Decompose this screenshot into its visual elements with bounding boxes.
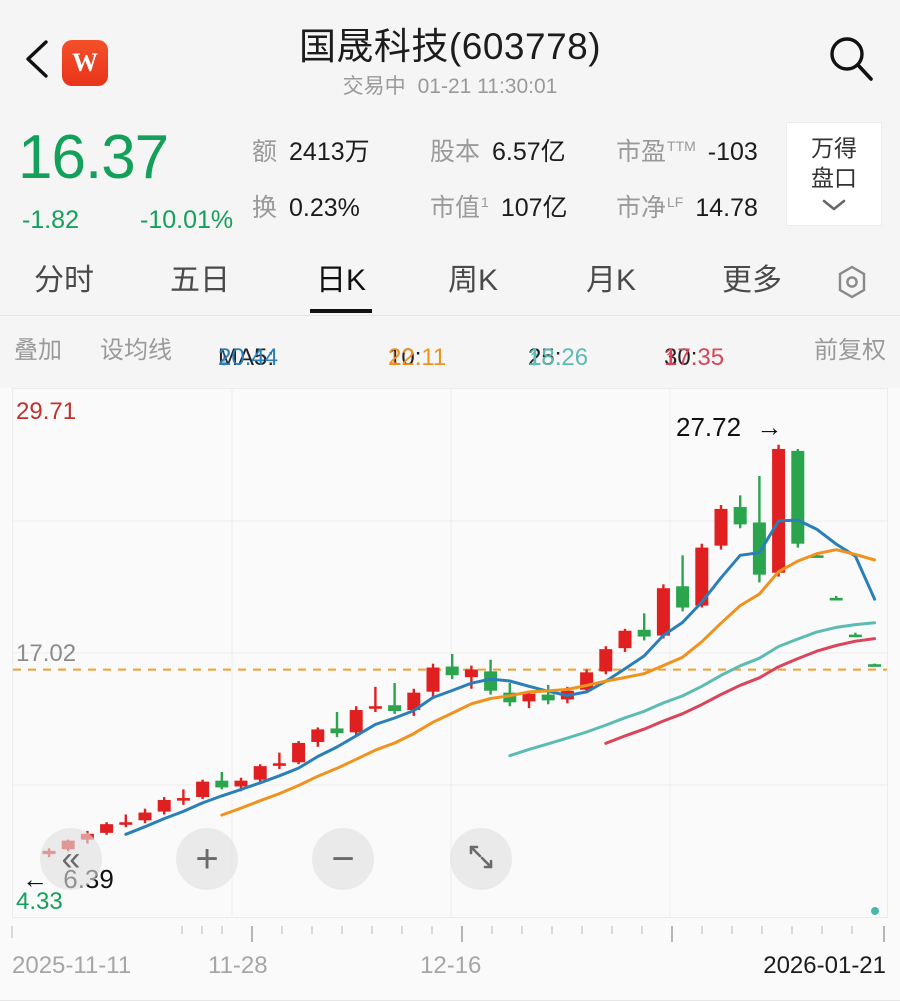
stats-row-1: 额 2413万 股本 6.57亿 市盈 TTM -103	[252, 132, 772, 188]
stat-value: 107亿	[500, 194, 568, 222]
search-icon[interactable]	[824, 32, 878, 86]
y-axis-label-low: 4.33	[16, 888, 63, 915]
period-high-value: 27.72	[676, 412, 742, 442]
chart-period-tabs: 分时 五日 日K 周K 月K 更多	[0, 245, 900, 316]
x-axis-label-3: 12-16	[420, 952, 482, 979]
wind-orderbook-label-2: 盘口	[811, 165, 857, 191]
stat-value: 14.78	[695, 194, 758, 222]
ma5-arrow: ↓	[218, 344, 230, 371]
ma25-arrow: ↑	[528, 344, 540, 371]
ma5-label: MA5:	[218, 344, 275, 371]
tab-more[interactable]: 更多	[722, 255, 782, 299]
adjust-mode-button[interactable]: 前复权	[814, 337, 886, 364]
minus-icon: −	[331, 837, 355, 881]
stat-share-capital: 股本 6.57亿	[430, 132, 616, 168]
back-icon[interactable]	[18, 36, 58, 82]
tab-zhouk[interactable]: 周K	[448, 255, 498, 299]
tab-active-underline	[310, 309, 372, 313]
stats-row-2: 换 0.23% 市值 1 107亿 市净 LF 14.78	[252, 188, 772, 244]
stat-market-cap: 市值 1 107亿	[430, 188, 616, 224]
overlay-button[interactable]: 叠加	[14, 337, 62, 364]
wind-logo: W	[62, 40, 108, 86]
wind-orderbook-button[interactable]: 万得 盘口	[786, 122, 882, 226]
kline-svg	[13, 389, 887, 917]
tab-label: 月K	[586, 264, 637, 297]
price-change-percent: -10.01%	[140, 206, 234, 234]
x-axis-label-end: 2026-01-21	[763, 952, 886, 979]
tab-label: 日K	[316, 264, 367, 297]
tab-label: 周K	[448, 264, 499, 297]
market-status: 交易中	[342, 75, 406, 98]
set-ma-button[interactable]: 设均线	[100, 337, 172, 364]
stat-superscript: TTM	[667, 138, 696, 154]
tab-label: 更多	[722, 264, 782, 297]
ma5-value: 20.44	[218, 344, 279, 371]
stat-pe-ttm: 市盈 TTM -103	[616, 132, 758, 168]
stat-label: 换	[252, 194, 278, 222]
tab-rik[interactable]: 日K	[310, 255, 372, 313]
chevron-down-icon	[820, 197, 848, 218]
app-header: W 国晟科技(603778) 交易中 01-21 11:30:01	[0, 0, 900, 110]
tab-label: 五日	[170, 264, 230, 297]
stat-value: 6.57亿	[492, 138, 566, 166]
ma10-label: 10:	[388, 344, 422, 371]
x-axis-label-2: 11-28	[208, 952, 268, 979]
expand-icon	[463, 839, 499, 880]
x-axis-label-start: 2025-11-11	[12, 952, 132, 979]
stat-superscript: 1	[481, 194, 489, 210]
x-axis-ticks	[11, 926, 885, 942]
tab-wuri[interactable]: 五日	[170, 255, 230, 299]
scroll-left-button[interactable]: «	[40, 828, 102, 890]
wind-orderbook-label-1: 万得	[811, 135, 857, 161]
stat-value: 2413万	[289, 138, 370, 166]
tab-yuek[interactable]: 月K	[586, 255, 636, 299]
zoom-in-button[interactable]: +	[176, 828, 238, 890]
fullscreen-button[interactable]	[450, 828, 512, 890]
kline-chart[interactable]: 29.71 17.02 4.33 27.72 → ← 6.39 « + −	[0, 388, 900, 1001]
gear-icon[interactable]	[832, 263, 872, 308]
tab-fenshi[interactable]: 分时	[34, 255, 94, 299]
ma30-value: 17.35	[664, 344, 725, 371]
price-change: -1.82	[22, 206, 79, 234]
y-axis-label-high: 29.71	[16, 398, 77, 425]
stat-label: 市盈	[616, 138, 667, 166]
market-status-line: 交易中 01-21 11:30:01	[0, 70, 900, 100]
x-axis: 2025-11-11 11-28 12-16 2026-01-21	[0, 922, 900, 989]
kline-plot-area[interactable]	[12, 388, 888, 918]
ma30-arrow: ↑	[664, 344, 676, 371]
zoom-out-button[interactable]: −	[312, 828, 374, 890]
arrow-right-icon: →	[756, 412, 783, 442]
ma25-label: 25:	[528, 344, 562, 371]
y-axis-label-mid: 17.02	[16, 640, 77, 667]
period-high-annotation: 27.72 →	[676, 412, 782, 443]
stat-pb-lf: 市净 LF 14.78	[616, 188, 758, 224]
indicator-toolbar: 叠加 设均线 MA5: 20.44 ↓ 10: 22.11 ↓ 25: 18.26 ↑ 30…	[0, 316, 900, 372]
stat-label: 额	[252, 138, 278, 166]
stat-value: 0.23%	[289, 194, 360, 222]
ma30-label: 30:	[664, 344, 698, 371]
ma10-value: 22.11	[388, 344, 447, 371]
quote-panel: 16.37 -1.82 -10.01% 额 2413万 股本 6.57亿 市盈 T…	[0, 110, 900, 245]
stat-turnover-rate: 换 0.23%	[252, 188, 430, 224]
stats-grid: 额 2413万 股本 6.57亿 市盈 TTM -103 换 0.23%	[252, 132, 772, 244]
stat-superscript: LF	[667, 194, 684, 210]
double-chevron-left-icon: «	[61, 840, 81, 878]
stat-label: 股本	[430, 138, 481, 166]
tab-label: 分时	[34, 264, 94, 297]
last-price: 16.37	[18, 123, 169, 192]
ma10-arrow: ↓	[388, 344, 400, 371]
stat-turnover-amount: 额 2413万	[252, 132, 430, 168]
stat-label: 市值	[430, 194, 481, 222]
plus-icon: +	[195, 837, 219, 881]
page-title: 国晟科技(603778)	[298, 26, 602, 67]
quote-timestamp: 01-21 11:30:01	[417, 75, 558, 98]
stat-label: 市净	[616, 194, 667, 222]
ma25-value: 18.26	[528, 344, 589, 371]
stat-value: -103	[707, 138, 758, 166]
